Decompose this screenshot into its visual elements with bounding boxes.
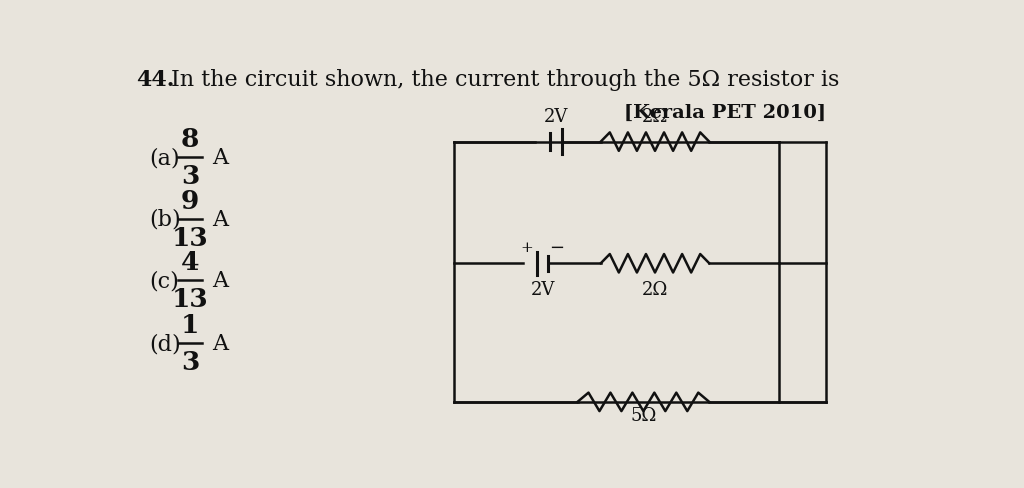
Text: In the circuit shown, the current through the 5Ω resistor is: In the circuit shown, the current throug… [171,69,839,91]
Text: (c): (c) [150,270,179,292]
Text: 2Ω: 2Ω [642,107,669,125]
Text: 8: 8 [181,127,200,152]
Text: 3: 3 [181,163,200,188]
Text: (d): (d) [150,333,181,355]
Text: A: A [212,147,227,169]
Text: 13: 13 [172,225,208,250]
Text: A: A [212,208,227,230]
Text: 4: 4 [181,250,200,275]
Text: 3: 3 [181,349,200,375]
Text: A: A [212,333,227,355]
Text: 44.: 44. [136,69,174,91]
Text: [Kerala PET 2010]: [Kerala PET 2010] [624,104,826,122]
Text: +: + [520,241,532,255]
Text: 2V: 2V [544,107,568,125]
Text: 2Ω: 2Ω [642,281,669,299]
Text: 5Ω: 5Ω [630,407,656,425]
Text: (b): (b) [150,208,181,230]
Text: 9: 9 [181,188,199,213]
Text: −: − [549,238,564,256]
Text: A: A [212,270,227,292]
Text: (a): (a) [150,147,180,169]
Text: 13: 13 [172,286,208,311]
Text: 2V: 2V [530,281,555,299]
Text: 1: 1 [181,313,200,338]
